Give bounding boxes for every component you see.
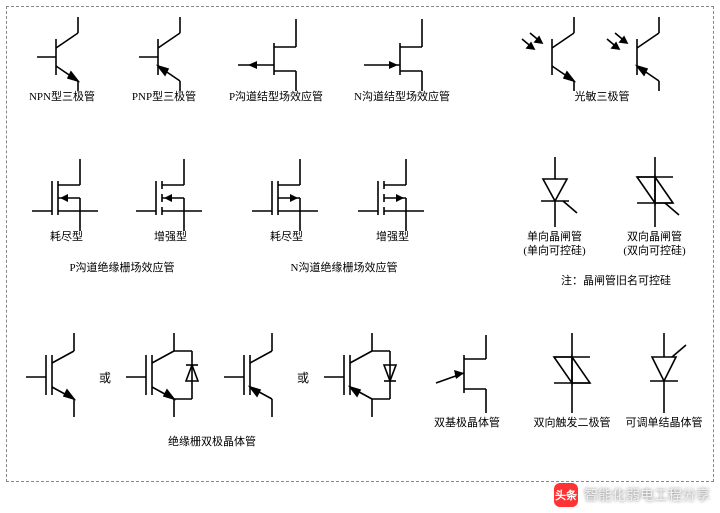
label-igbt-group: 绝缘栅双极晶体管 (127, 433, 297, 449)
watermark-badge-icon: 头条 (554, 483, 578, 507)
label-triac-sub: (双向可控硅) (607, 245, 702, 259)
symbol-ujt: 双基极晶体管 (417, 329, 517, 431)
symbol-put: 可调单结晶体管 (619, 329, 709, 431)
label-triac: 双向晶闸管 (607, 231, 702, 245)
symbol-scr: 单向晶闸管 (单向可控硅) (507, 153, 602, 259)
or-label-2: 或 (297, 369, 309, 386)
symbol-pmos-dep: 耗尽型 (19, 153, 114, 245)
label-nmos-dep: 耗尽型 (239, 231, 334, 245)
symbol-igbt-c (215, 329, 295, 417)
label-scr-sub: (单向可控硅) (507, 245, 602, 259)
label-scr: 单向晶闸管 (507, 231, 602, 245)
symbol-pjfet: P沟道结型场效应管 (221, 13, 331, 105)
symbol-diac: 双向触发二极管 (527, 329, 617, 431)
watermark-text: 智能化弱电工程分享 (584, 485, 710, 505)
watermark: 头条 智能化弱电工程分享 (554, 483, 710, 507)
label-pjfet: P沟道结型场效应管 (221, 91, 331, 105)
diagram-sheet: NPN型三极管 PNP型三极管 (6, 6, 714, 482)
symbol-igbt-b (117, 329, 207, 417)
symbol-pnp: PNP型三极管 (119, 13, 209, 105)
symbol-njfet: N沟道结型场效应管 (347, 13, 457, 105)
symbol-pmos-enh: 增强型 (123, 153, 218, 245)
or-label-1: 或 (99, 369, 111, 386)
label-photo: 光敏三极管 (512, 91, 692, 105)
label-npn: NPN型三极管 (17, 91, 107, 105)
label-diac: 双向触发二极管 (527, 417, 617, 431)
symbol-phototransistor: 光敏三极管 (512, 13, 692, 105)
label-pmos-dep: 耗尽型 (19, 231, 114, 245)
label-put: 可调单结晶体管 (619, 417, 709, 431)
label-ujt: 双基极晶体管 (417, 417, 517, 431)
symbol-nmos-enh: 增强型 (345, 153, 440, 245)
label-pmos-enh: 增强型 (123, 231, 218, 245)
label-nmos-group: N沟道绝缘栅场效应管 (259, 259, 429, 275)
symbol-npn: NPN型三极管 (17, 13, 107, 105)
symbol-nmos-dep: 耗尽型 (239, 153, 334, 245)
symbol-igbt-a (17, 329, 97, 417)
label-pmos-group: P沟道绝缘栅场效应管 (37, 259, 207, 275)
label-nmos-enh: 增强型 (345, 231, 440, 245)
symbol-igbt-d (315, 329, 405, 417)
label-njfet: N沟道结型场效应管 (347, 91, 457, 105)
label-pnp: PNP型三极管 (119, 91, 209, 105)
label-thyristor-note: 注：晶闸管旧名可控硅 (531, 275, 701, 289)
symbol-triac: 双向晶闸管 (双向可控硅) (607, 153, 702, 259)
